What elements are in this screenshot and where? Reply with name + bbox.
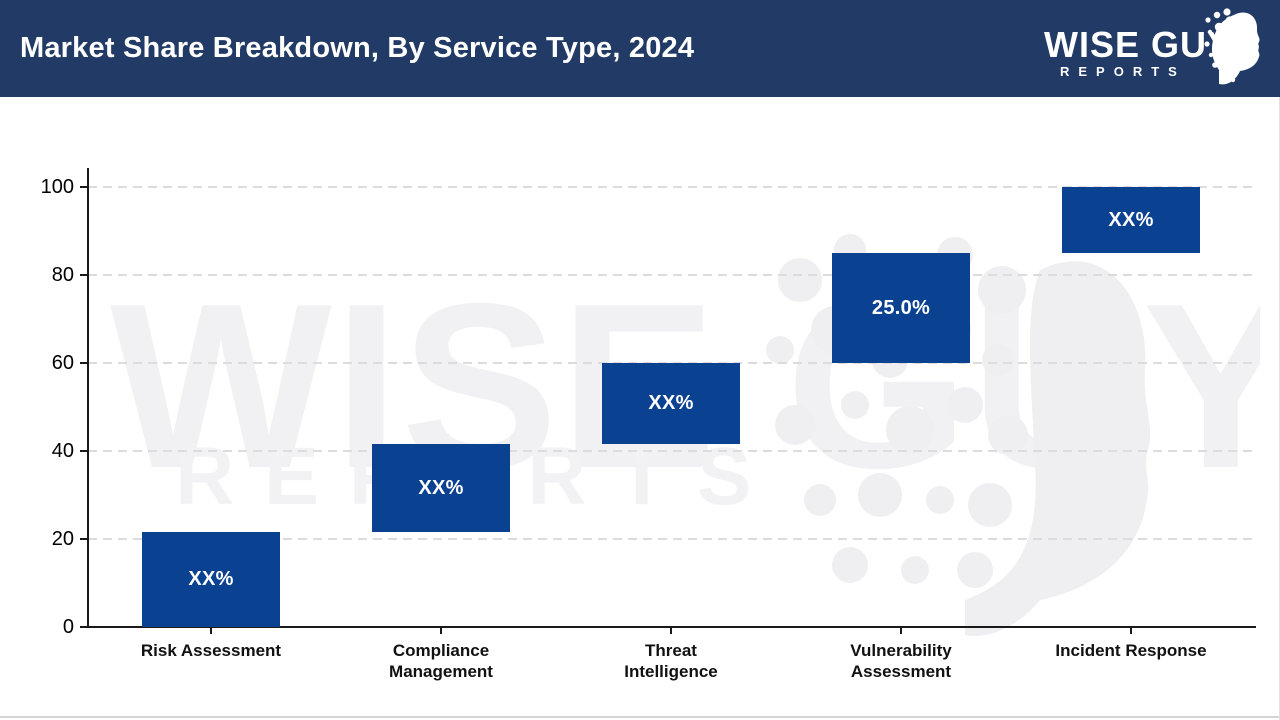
x-tick-mark-vulnerability-assessment bbox=[900, 628, 902, 634]
bar-value-label-threat-intelligence: XX% bbox=[648, 392, 694, 415]
y-tick-mark-20 bbox=[80, 538, 88, 540]
y-tick-mark-40 bbox=[80, 450, 88, 452]
bar-value-label-vulnerability-assessment: 25.0% bbox=[871, 296, 931, 319]
bar-incident-response: XX% bbox=[1062, 187, 1200, 253]
x-category-label-line: Threat bbox=[645, 641, 697, 660]
bottom-hairline bbox=[0, 716, 1280, 718]
x-category-label-line: Vulnerability bbox=[850, 641, 952, 660]
x-category-label-line: Risk Assessment bbox=[140, 641, 282, 660]
x-category-label-line: Incident Response bbox=[1055, 641, 1207, 660]
bar-value-label-incident-response: XX% bbox=[1108, 208, 1154, 231]
x-axis-line bbox=[87, 626, 1256, 628]
gridline-y-80 bbox=[88, 274, 1255, 276]
x-category-label-line: Intelligence bbox=[624, 662, 718, 681]
x-category-label-compliance-management: Compliance Management bbox=[341, 640, 541, 682]
gridline-y-20 bbox=[88, 538, 1255, 540]
header-bar: Market Share Breakdown, By Service Type,… bbox=[0, 0, 1280, 97]
x-category-label-line: Assessment bbox=[850, 662, 952, 681]
x-tick-mark-threat-intelligence bbox=[670, 628, 672, 634]
x-tick-mark-compliance-management bbox=[440, 628, 442, 634]
x-category-label-threat-intelligence: Threat Intelligence bbox=[571, 640, 771, 682]
gridline-y-100 bbox=[88, 186, 1255, 188]
x-category-label-incident-response: Incident Response bbox=[1031, 640, 1231, 661]
gridline-y-40 bbox=[88, 450, 1255, 452]
x-category-label-vulnerability-assessment: Vulnerability Assessment bbox=[801, 640, 1001, 682]
bar-value-label-compliance-management: XX% bbox=[418, 476, 464, 499]
y-tick-label-20: 20 bbox=[51, 528, 74, 550]
y-axis-line bbox=[87, 168, 89, 627]
page-title: Market Share Breakdown, By Service Type,… bbox=[20, 32, 695, 64]
bar-compliance-management: XX% bbox=[372, 444, 510, 533]
y-tick-label-0: 0 bbox=[62, 616, 74, 638]
bar-threat-intelligence: XX% bbox=[602, 363, 740, 445]
bar-risk-assessment: XX% bbox=[142, 532, 280, 627]
y-tick-label-60: 60 bbox=[51, 352, 74, 374]
y-tick-label-80: 80 bbox=[51, 264, 74, 286]
x-tick-mark-risk-assessment bbox=[210, 628, 212, 634]
y-tick-mark-80 bbox=[80, 274, 88, 276]
x-category-label-risk-assessment: Risk Assessment bbox=[111, 640, 311, 661]
wise-guy-logo: WISE GUY REPORTS bbox=[1016, 6, 1266, 92]
x-tick-mark-incident-response bbox=[1130, 628, 1132, 634]
y-tick-mark-0 bbox=[80, 626, 88, 628]
y-tick-mark-100 bbox=[80, 186, 88, 188]
x-category-label-line: Management bbox=[389, 662, 493, 681]
bar-vulnerability-assessment: 25.0% bbox=[832, 253, 970, 363]
y-tick-label-100: 100 bbox=[40, 176, 74, 198]
logo-wordmark: WISE GUY bbox=[1044, 24, 1233, 65]
logo-subtext: REPORTS bbox=[1060, 64, 1186, 79]
bar-value-label-risk-assessment: XX% bbox=[188, 568, 234, 591]
logo-face-icon bbox=[1204, 8, 1260, 85]
y-tick-mark-60 bbox=[80, 362, 88, 364]
y-tick-label-40: 40 bbox=[51, 440, 74, 462]
x-category-label-line: Compliance bbox=[392, 641, 490, 660]
